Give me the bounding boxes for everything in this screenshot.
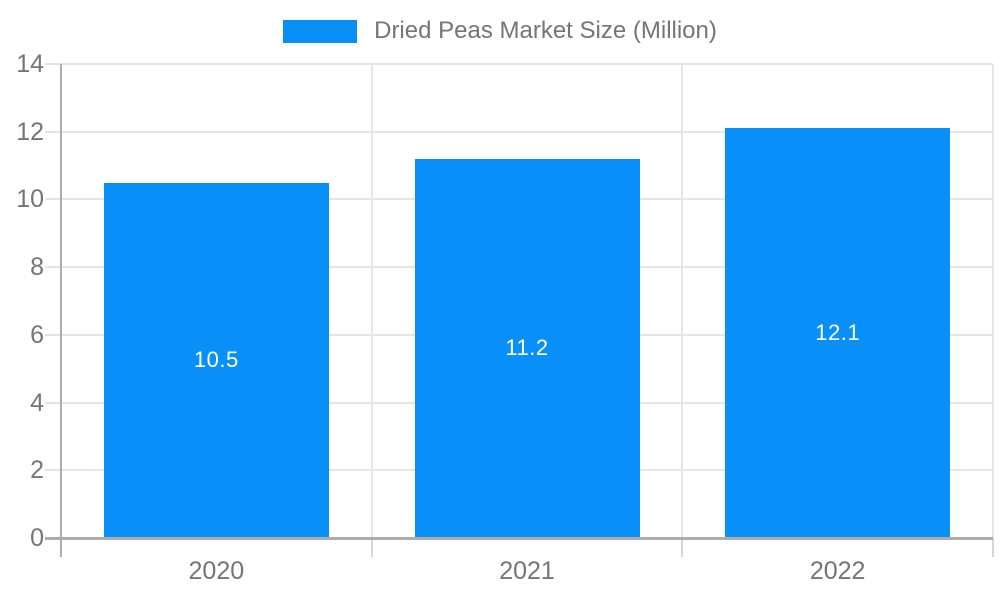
y-axis-label: 2: [30, 456, 44, 485]
gridline-x: [681, 64, 683, 538]
y-axis-label: 6: [30, 320, 44, 349]
y-axis-tick: [45, 63, 61, 65]
y-axis-label: 12: [16, 117, 44, 146]
y-axis-tick: [45, 130, 61, 133]
y-axis-label: 8: [30, 253, 44, 282]
x-axis-tick: [371, 538, 373, 557]
x-axis-line: [45, 537, 993, 540]
x-axis-label: 2021: [499, 557, 555, 585]
bar-value-label: 12.1: [815, 320, 861, 346]
y-axis-label: 14: [16, 50, 44, 78]
y-axis-tick: [45, 401, 61, 404]
x-axis-label: 2022: [809, 557, 866, 585]
y-axis-label: 10: [16, 185, 44, 214]
y-axis-label: 4: [30, 388, 44, 417]
gridline-x: [371, 64, 373, 538]
y-axis-label: 0: [30, 524, 44, 552]
y-axis-line: [60, 64, 62, 557]
bar-2022: [725, 128, 951, 538]
gridline-y: [61, 63, 993, 65]
bar-2020: [103, 182, 329, 538]
y-axis-tick: [45, 469, 61, 472]
chart-legend: Dried Peas Market Size (Million): [0, 17, 1000, 45]
bar-value-label: 10.5: [193, 347, 239, 373]
y-axis-tick: [45, 198, 61, 201]
bar-value-label: 11.2: [505, 335, 549, 361]
gridline-x: [992, 64, 994, 538]
bar-2021: [414, 158, 640, 538]
y-axis-tick: [45, 333, 61, 336]
legend-title: Dried Peas Market Size (Million): [374, 17, 717, 44]
legend-swatch: [283, 19, 358, 43]
x-axis-tick: [681, 538, 683, 557]
y-axis-tick: [45, 266, 61, 269]
gridline-y: [61, 130, 993, 133]
x-axis-tick: [992, 538, 994, 557]
x-axis-label: 2020: [188, 557, 245, 585]
